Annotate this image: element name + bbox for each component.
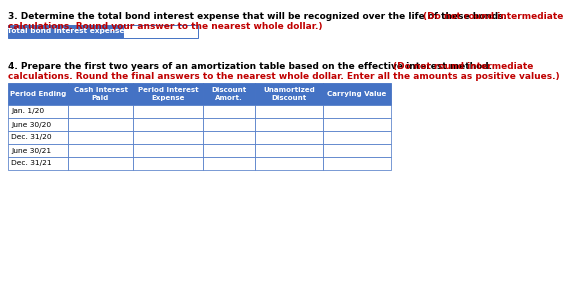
Text: Jan. 1/20: Jan. 1/20 (11, 108, 44, 115)
Bar (8, 25, 123, 38)
Bar (68, 157, 133, 170)
Bar (323, 157, 391, 170)
Text: calculations. Round the final answers to the nearest whole dollar. Enter all the: calculations. Round the final answers to… (8, 72, 560, 81)
Bar (8, 83, 68, 105)
Bar (8, 118, 68, 131)
Bar (255, 131, 323, 144)
Text: 4. Prepare the first two years of an amortization table based on the effective i: 4. Prepare the first two years of an amo… (8, 62, 495, 71)
Bar (323, 105, 391, 118)
Text: Period Ending: Period Ending (10, 91, 66, 97)
Text: Dec. 31/20: Dec. 31/20 (11, 135, 52, 140)
Text: Cash Interest
Paid: Cash Interest Paid (74, 87, 127, 101)
Text: June 30/21: June 30/21 (11, 148, 51, 153)
Bar (133, 131, 203, 144)
Bar (133, 144, 203, 157)
Bar (323, 83, 391, 105)
Text: Dec. 31/21: Dec. 31/21 (11, 160, 52, 166)
Bar (323, 144, 391, 157)
Bar (255, 118, 323, 131)
Bar (68, 83, 133, 105)
Text: Discount
Amort.: Discount Amort. (211, 87, 247, 101)
Bar (133, 157, 203, 170)
Bar (68, 131, 133, 144)
Text: Total bond interest expense: Total bond interest expense (7, 28, 124, 35)
Bar (255, 157, 323, 170)
Bar (133, 105, 203, 118)
Text: Carrying Value: Carrying Value (327, 91, 387, 97)
Bar (123, 25, 198, 38)
Bar (8, 157, 68, 170)
Bar (68, 118, 133, 131)
Bar (323, 118, 391, 131)
Text: (Do not round intermediate: (Do not round intermediate (393, 62, 533, 71)
Bar (68, 105, 133, 118)
Bar (8, 131, 68, 144)
Bar (133, 118, 203, 131)
Bar (255, 144, 323, 157)
Bar (203, 144, 255, 157)
Bar (203, 131, 255, 144)
Bar (68, 144, 133, 157)
Text: calculations. Round your answer to the nearest whole dollar.): calculations. Round your answer to the n… (8, 22, 323, 31)
Bar (203, 157, 255, 170)
Bar (255, 105, 323, 118)
Bar (323, 131, 391, 144)
Text: Unamortized
Discount: Unamortized Discount (263, 87, 315, 101)
Text: 3. Determine the total bond interest expense that will be recognized over the li: 3. Determine the total bond interest exp… (8, 12, 510, 21)
Bar (8, 105, 68, 118)
Text: (Do not round intermediate: (Do not round intermediate (423, 12, 563, 21)
Text: Period Interest
Expense: Period Interest Expense (138, 87, 198, 101)
Bar (8, 144, 68, 157)
Bar (255, 83, 323, 105)
Text: June 30/20: June 30/20 (11, 122, 51, 128)
Bar (203, 105, 255, 118)
Bar (203, 118, 255, 131)
Bar (133, 83, 203, 105)
Bar (203, 83, 255, 105)
